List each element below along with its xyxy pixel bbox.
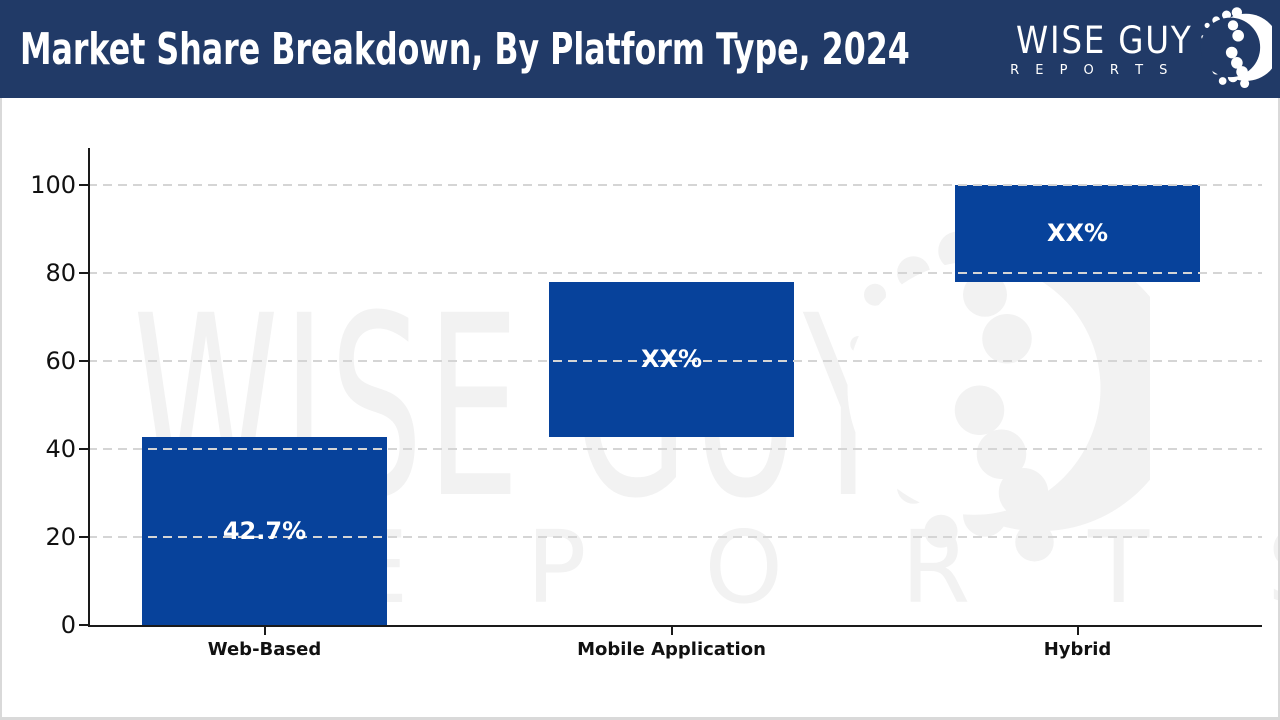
x-tick-mark <box>263 627 266 635</box>
dotted-face-profile-icon <box>1194 6 1280 94</box>
logo-wordmark: WISE GUY <box>1015 19 1192 62</box>
x-category-label: Hybrid <box>1043 639 1112 660</box>
y-tick-label: 60 <box>45 347 76 375</box>
gridline <box>88 184 1262 186</box>
header: Market Share Breakdown, By Platform Type… <box>0 0 1280 98</box>
x-tick-mark <box>1076 627 1079 635</box>
x-tick-mark <box>670 627 673 635</box>
logo-subtitle: R E P O R T S <box>1010 63 1174 78</box>
gridline <box>88 536 1262 538</box>
bar <box>955 185 1200 282</box>
gridline <box>88 360 1262 362</box>
bar-value-label: XX% <box>640 345 703 374</box>
y-tick-label: 100 <box>30 171 76 199</box>
bottom-border <box>0 717 1280 720</box>
bar <box>549 281 794 438</box>
x-category-label: Web-Based <box>207 639 322 660</box>
watermark-face-icon <box>820 212 1183 574</box>
gridline <box>88 448 1262 450</box>
y-tick-mark <box>79 624 88 626</box>
page-title: Market Share Breakdown, By Platform Type… <box>20 23 910 75</box>
y-tick-mark <box>79 360 88 362</box>
logo: WISE GUY R E P O R T S <box>992 6 1280 94</box>
y-tick-mark <box>79 448 88 450</box>
bar <box>142 437 387 625</box>
y-tick-mark <box>79 272 88 274</box>
bar-value-label: 42.7% <box>222 517 307 546</box>
y-tick-label: 0 <box>60 611 76 639</box>
y-tick-mark <box>79 536 88 538</box>
y-tick-mark <box>79 184 88 186</box>
y-tick-label: 20 <box>45 523 76 551</box>
bar-value-label: XX% <box>1046 219 1109 248</box>
logo-text: WISE GUY R E P O R T S <box>992 22 1192 78</box>
x-axis-line <box>88 625 1262 627</box>
y-tick-label: 80 <box>45 259 76 287</box>
left-border <box>0 98 2 720</box>
right-border <box>1278 98 1280 720</box>
y-tick-label: 40 <box>45 435 76 463</box>
x-category-label: Mobile Application <box>577 639 766 660</box>
y-axis-line <box>88 148 90 627</box>
gridline <box>88 272 1262 274</box>
